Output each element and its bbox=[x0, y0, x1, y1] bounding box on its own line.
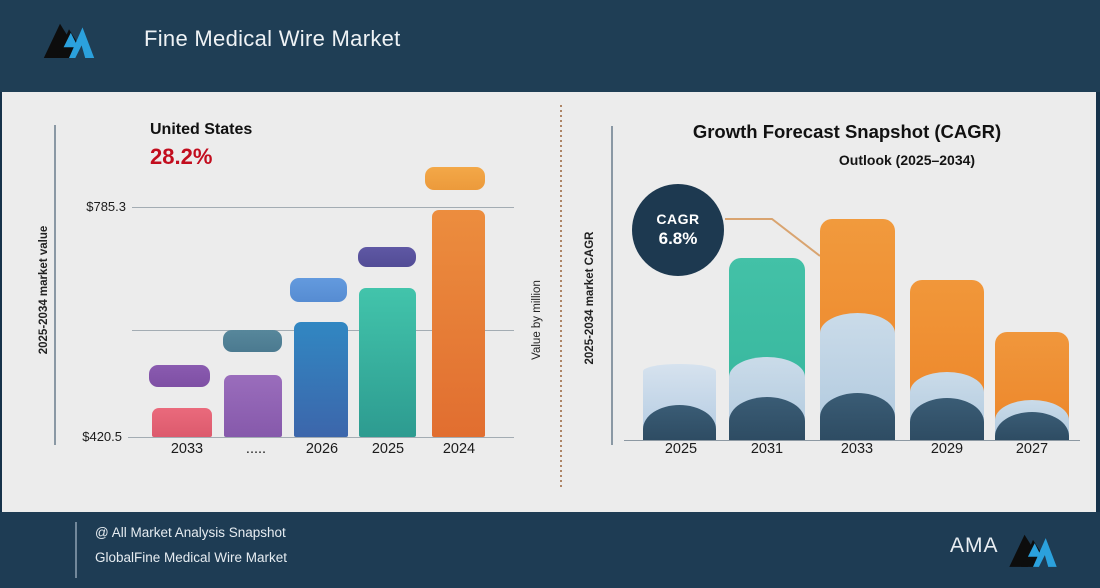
gridline bbox=[132, 207, 514, 208]
stacked-bar-2031 bbox=[729, 258, 805, 440]
infographic-canvas: United States 28.2% 2025-2034 market val… bbox=[2, 92, 1096, 512]
x-tick-label: 2026 bbox=[305, 441, 339, 457]
bar-base-segment bbox=[729, 397, 805, 440]
x-tick-label: 2025 bbox=[371, 441, 405, 457]
bar-base-segment bbox=[910, 398, 984, 440]
page-title: Fine Medical Wire Market bbox=[144, 26, 401, 51]
x-tick-label: 2024 bbox=[442, 441, 476, 457]
footer-brand-text: AMA bbox=[950, 534, 999, 557]
bar-2024 bbox=[432, 210, 485, 437]
stacked-bar-2027 bbox=[995, 332, 1069, 440]
x-tick-label: 2029 bbox=[930, 441, 964, 457]
cagr-badge-label: CAGR bbox=[656, 211, 700, 227]
generated-chart-layer: $785.3 $420.5 2033..... 2026 2025 2024 2025 203… bbox=[2, 92, 1096, 512]
y-tick-label: $785.3 bbox=[86, 199, 126, 214]
bar-2026 bbox=[294, 322, 348, 437]
stacked-bar-2029 bbox=[910, 280, 984, 440]
ama-logo-icon bbox=[1009, 534, 1057, 567]
bar-2025 bbox=[359, 288, 416, 437]
right-chart-subtitle: Outlook (2025–2034) bbox=[838, 152, 976, 168]
right-chart-title: Growth Forecast Snapshot (CAGR) bbox=[692, 121, 1002, 142]
stacked-bar-2033 bbox=[820, 219, 895, 440]
stacked-bar-2025 bbox=[643, 364, 716, 440]
bar-cap-2025 bbox=[358, 247, 416, 267]
x-tick-label: 2025 bbox=[664, 441, 698, 457]
bar-base-segment bbox=[643, 405, 716, 440]
bar-cap-2026 bbox=[290, 278, 347, 302]
header-bar: Fine Medical Wire Market bbox=[0, 0, 1100, 92]
left-chart-region-value: 28.2% bbox=[150, 144, 213, 169]
bar-2033 bbox=[152, 408, 212, 437]
footer-market-text: GlobalFine Medical Wire Market bbox=[95, 550, 288, 565]
x-tick-label: ..... bbox=[245, 441, 267, 457]
footer-separator bbox=[75, 522, 77, 578]
x-tick-label: 2033 bbox=[170, 441, 204, 457]
left-y-axis-line bbox=[54, 125, 56, 445]
x-tick-label: 2027 bbox=[1015, 441, 1049, 457]
y-tick-label: $420.5 bbox=[82, 429, 122, 444]
x-tick-label: 2031 bbox=[750, 441, 784, 457]
footer-bar: @ All Market Analysis Snapshot GlobalFin… bbox=[0, 512, 1100, 588]
dotted-divider bbox=[560, 105, 562, 490]
right-y-axis-line bbox=[611, 126, 613, 445]
right-baseline bbox=[624, 440, 1080, 441]
bar-..... bbox=[224, 375, 282, 437]
footer-snapshot-text: @ All Market Analysis Snapshot bbox=[95, 525, 286, 540]
cagr-badge: CAGR 6.8% bbox=[632, 184, 724, 276]
bar-cap-2033 bbox=[149, 365, 210, 387]
left-chart-region-label: United States bbox=[150, 121, 253, 138]
bar-base-segment bbox=[820, 393, 895, 440]
bar-cap-2024 bbox=[425, 167, 485, 190]
cagr-badge-value: 6.8% bbox=[658, 229, 698, 248]
x-tick-label: 2033 bbox=[840, 441, 874, 457]
ama-logo-icon bbox=[43, 23, 95, 58]
bar-cap-..... bbox=[223, 330, 282, 352]
gridline bbox=[128, 437, 514, 438]
